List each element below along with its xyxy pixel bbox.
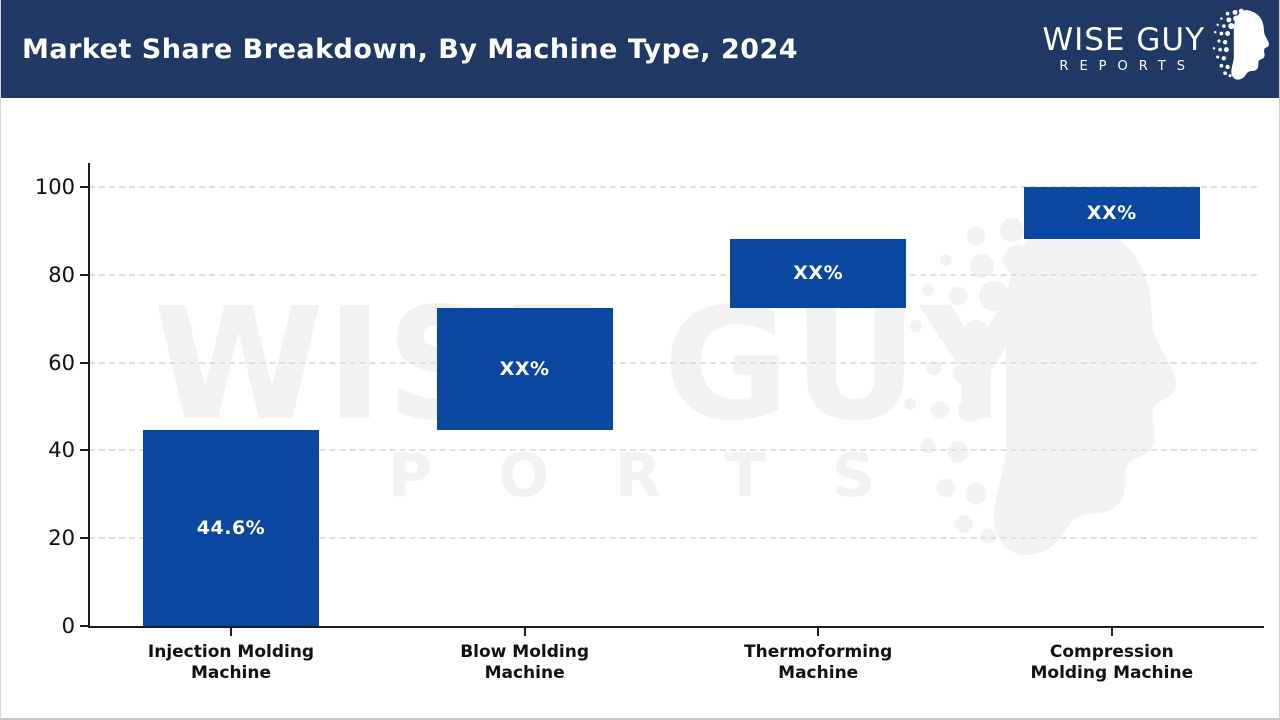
- bar: XX%: [436, 308, 613, 431]
- bar: 44.6%: [143, 430, 319, 626]
- x-category-label-line: Blow Molding: [460, 642, 589, 662]
- gridline: [89, 186, 1257, 188]
- x-category-label-line: Machine: [484, 663, 565, 684]
- y-tick-label: 20: [48, 526, 75, 551]
- x-category-label-line: Machine: [778, 663, 859, 684]
- x-tick-mark: [523, 628, 526, 636]
- x-category-label: Compression Molding Machine: [962, 642, 1262, 685]
- y-tick-label: 60: [48, 350, 75, 375]
- x-tick-mark: [817, 628, 820, 636]
- logo-subtitle: REPORTS: [1059, 59, 1197, 74]
- wiseguy-head-icon: [1212, 8, 1269, 80]
- y-tick-label: 40: [48, 438, 75, 463]
- bar-value-label: XX%: [499, 358, 550, 381]
- x-category-label-line: Thermoforming: [744, 642, 893, 662]
- y-tick-mark: [80, 361, 88, 364]
- y-tick-label: 80: [48, 262, 75, 287]
- chart-plot-area: 0 20 40 60 80 100 44.6% Injection Molding Machin…: [1, 98, 1279, 718]
- page-title: Market Share Breakdown, By Machine Type,…: [22, 33, 799, 65]
- bar-value-label: XX%: [793, 262, 844, 285]
- y-tick-mark: [80, 625, 88, 627]
- x-category-label: Injection Molding Machine: [81, 642, 381, 685]
- x-category-label: Blow Molding Machine: [375, 642, 675, 685]
- y-axis-line: [88, 163, 90, 628]
- x-tick-mark: [230, 628, 232, 636]
- wiseguy-logo: WISE GUY REPORTS: [1042, 7, 1279, 91]
- y-tick-mark: [80, 537, 88, 540]
- y-tick-label: 100: [34, 175, 75, 199]
- x-category-label-line: Machine: [190, 663, 272, 684]
- gridline: [89, 273, 1257, 276]
- wiseguy-head-watermark-icon: [904, 212, 1176, 556]
- x-category-label: Thermoforming Machine: [668, 642, 968, 685]
- y-tick-mark: [80, 449, 88, 452]
- header-bar: Market Share Breakdown, By Machine Type,…: [1, 0, 1279, 98]
- x-tick-mark: [1110, 628, 1113, 636]
- y-tick-mark: [80, 273, 88, 276]
- x-axis-line: [88, 626, 1264, 628]
- gridline: [89, 449, 1257, 452]
- y-tick-label: 0: [61, 614, 75, 638]
- bar-value-label: 44.6%: [196, 517, 266, 540]
- logo-wordmark: WISE GUY: [1042, 22, 1205, 58]
- wiseguy-logo-text: WISE GUY REPORTS: [1042, 22, 1205, 74]
- x-category-label-line: Molding Machine: [1030, 663, 1194, 684]
- bar: XX%: [1023, 187, 1200, 239]
- bar: XX%: [730, 238, 907, 309]
- x-category-label-line: Compression: [1049, 642, 1174, 662]
- bar-value-label: XX%: [1086, 201, 1137, 224]
- gridline: [89, 361, 1257, 364]
- y-tick-mark: [80, 186, 88, 188]
- gridline: [89, 537, 1257, 540]
- x-category-label-line: Injection Molding: [147, 642, 315, 662]
